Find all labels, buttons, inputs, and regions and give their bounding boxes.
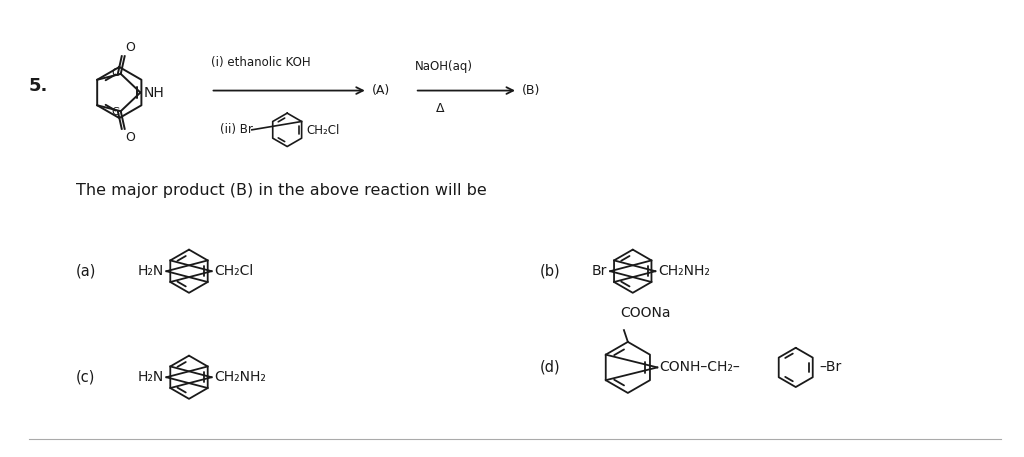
Text: –Br: –Br: [819, 361, 842, 374]
Text: (b): (b): [540, 264, 560, 279]
Text: O: O: [126, 131, 135, 144]
Text: CH₂NH₂: CH₂NH₂: [658, 264, 711, 278]
Text: 5.: 5.: [29, 77, 48, 95]
Text: The major product (B) in the above reaction will be: The major product (B) in the above react…: [76, 183, 486, 198]
Text: Br: Br: [592, 264, 607, 278]
Text: (i) ethanolic KOH: (i) ethanolic KOH: [211, 56, 310, 69]
Text: (A): (A): [372, 84, 390, 97]
Text: H₂N: H₂N: [137, 370, 164, 384]
Text: CH₂Cl: CH₂Cl: [214, 264, 254, 278]
Text: C: C: [111, 68, 119, 78]
Text: H₂N: H₂N: [137, 264, 164, 278]
Text: COONa: COONa: [620, 306, 671, 320]
Text: (d): (d): [540, 360, 560, 375]
Text: CH₂NH₂: CH₂NH₂: [214, 370, 266, 384]
Text: (c): (c): [76, 370, 95, 385]
Text: C: C: [111, 107, 119, 117]
Text: CH₂Cl: CH₂Cl: [307, 124, 340, 137]
Text: O: O: [126, 41, 135, 54]
Text: (a): (a): [76, 264, 96, 279]
Text: (B): (B): [522, 84, 541, 97]
Text: NaOH(aq): NaOH(aq): [415, 60, 473, 73]
Text: (ii) Br: (ii) Br: [220, 123, 253, 136]
Text: CONH–CH₂–: CONH–CH₂–: [659, 361, 740, 374]
Text: Δ: Δ: [436, 102, 444, 115]
Text: NH: NH: [143, 85, 164, 100]
